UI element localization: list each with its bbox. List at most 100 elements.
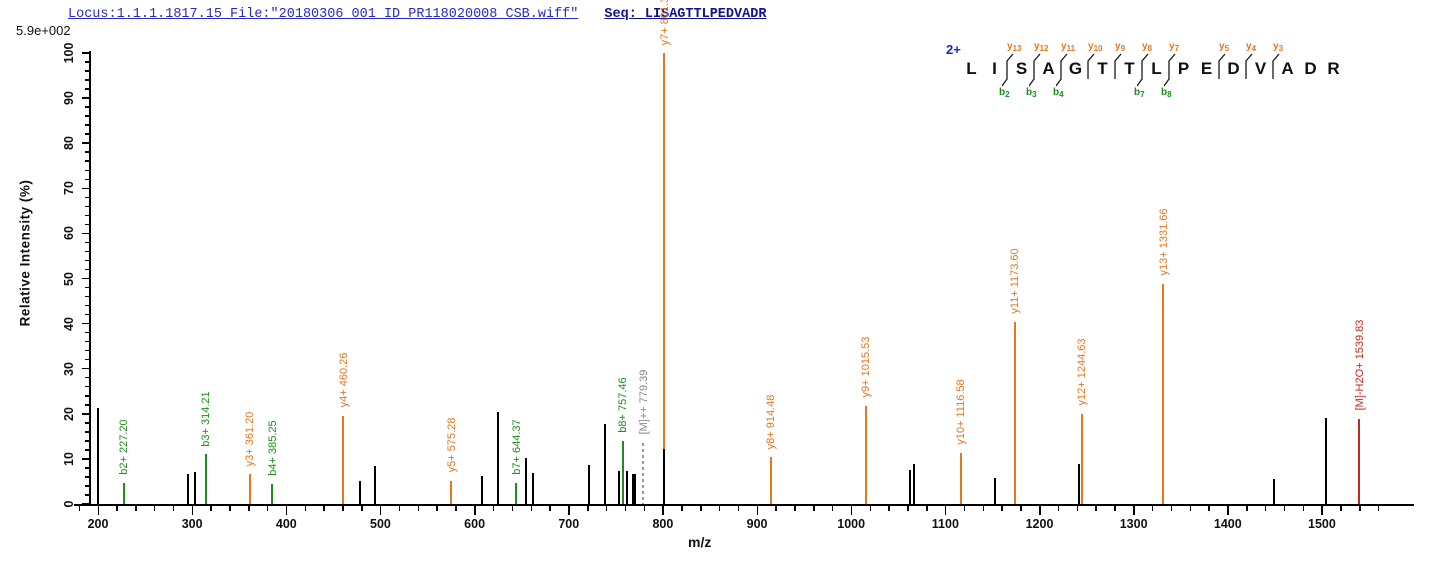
y-minor-tick (85, 124, 90, 126)
y-minor-tick (85, 115, 90, 117)
peak-label: y12+ 1244.63 (1076, 338, 1089, 406)
peak-label: y4+ 460.26 (337, 352, 350, 408)
y-ion-peak (1013, 322, 1016, 504)
y-ion-peak (1080, 413, 1083, 504)
x-axis-title: m/z (688, 534, 712, 550)
cleavage-cell: y11 b4 (1053, 40, 1075, 104)
y-minor-tick (85, 358, 90, 361)
y-major-tick (82, 97, 90, 99)
x-minor-tick (1001, 506, 1003, 511)
y-minor-tick (85, 295, 90, 298)
cleavage-cell: y13 b2 (999, 40, 1021, 104)
unassigned-peak (373, 466, 376, 504)
cleavage-mark (1029, 53, 1041, 87)
seq-letter: T (1097, 59, 1108, 78)
unassigned-peak (97, 407, 99, 504)
y-minor-tick (85, 268, 90, 271)
b-ion-peak (271, 483, 274, 504)
y-minor-tick (85, 151, 90, 153)
cleavage-mark (1164, 53, 1176, 87)
x-tick-label: 700 (558, 517, 580, 531)
x-minor-tick (455, 506, 457, 511)
y-minor-tick (85, 476, 90, 478)
seq-spacer (1318, 40, 1326, 104)
x-minor-tick (888, 506, 890, 511)
y-minor-tick (85, 422, 90, 424)
y-tick-label: 50 (62, 271, 76, 286)
peak-label: b7+ 644.37 (510, 419, 523, 475)
peak-label: b4+ 385.25 (266, 420, 279, 476)
y-minor-tick (85, 485, 90, 487)
unassigned-peak (1078, 463, 1081, 504)
y-tick-label: 80 (62, 136, 76, 151)
x-minor-tick (963, 506, 966, 511)
y-ion-peak (959, 453, 962, 504)
seq-letter: A (1281, 59, 1294, 78)
cleavage-mark (1245, 53, 1253, 79)
y-minor-tick (85, 106, 90, 108)
y-ion-label: y13 (1007, 41, 1022, 53)
y-minor-tick (85, 313, 90, 316)
y-minor-tick (85, 395, 90, 397)
x-minor-tick (492, 506, 495, 511)
y-minor-tick (85, 494, 90, 496)
seq-spacer (1295, 40, 1303, 104)
x-minor-tick (624, 506, 627, 511)
seq-letter: R (1327, 59, 1340, 78)
seq-letter: A (1042, 59, 1055, 78)
header-locus-file: Locus:1.1.1.1817.15 File:"20180306_001_I… (68, 7, 579, 22)
y-ion-peak (864, 405, 867, 504)
seq-letter-cell: E (1199, 40, 1214, 104)
x-major-tick (756, 506, 759, 515)
seq-letter-cell: A (1280, 40, 1295, 104)
y-minor-tick (85, 431, 90, 433)
y-minor-tick (85, 223, 90, 226)
x-major-tick (662, 506, 664, 515)
seq-letter-cell: T (1095, 40, 1110, 104)
y-minor-tick (85, 160, 90, 162)
peak-label: [M]-H2O+ 1539.83 (1353, 319, 1366, 411)
seq-spacer (979, 40, 987, 104)
x-minor-tick (436, 506, 438, 511)
x-minor-tick (982, 506, 984, 511)
y-major-tick (82, 142, 90, 144)
b-ion-label: b4 (1053, 87, 1064, 99)
y-minor-tick (85, 404, 90, 406)
y-major-tick (82, 413, 90, 415)
x-minor-tick (549, 506, 551, 511)
y-minor-tick (85, 304, 90, 307)
b-ion-label: b2 (999, 87, 1010, 99)
y-ion-peak (1162, 283, 1165, 504)
unassigned-peak (626, 471, 629, 504)
y-major-tick (82, 277, 90, 280)
x-major-tick (379, 506, 382, 515)
y-major-tick (82, 458, 90, 460)
seq-letter: D (1304, 59, 1317, 78)
x-minor-tick (116, 506, 118, 511)
x-minor-tick (1246, 506, 1248, 511)
x-major-tick (285, 506, 288, 515)
x-minor-tick (1151, 506, 1154, 511)
x-minor-tick (342, 506, 344, 511)
y-minor-tick (85, 133, 90, 135)
x-tick-label: 300 (181, 517, 203, 531)
y-tick-label: 100 (62, 42, 76, 64)
y-ion-label: y9 (1115, 41, 1126, 53)
cleavage-cell: y3 (1268, 40, 1283, 104)
seq-letter: I (992, 59, 997, 78)
x-axis-line (74, 504, 1414, 506)
x-major-tick (191, 506, 194, 515)
x-minor-tick (681, 506, 683, 511)
y-minor-tick (85, 449, 90, 451)
y-tick-label: 0 (62, 500, 76, 508)
y-tick-label: 20 (62, 406, 76, 421)
cleavage-cell: y8 b7 (1134, 40, 1152, 104)
peak-label: y7+ 801.39 (658, 0, 671, 45)
x-minor-tick (153, 506, 156, 511)
y-ion-peak (248, 474, 251, 504)
y-minor-tick (85, 376, 90, 379)
seq-letter-cell: A (1041, 40, 1056, 104)
x-minor-tick (304, 506, 307, 511)
x-minor-tick (1359, 506, 1361, 511)
unassigned-peak (662, 448, 665, 504)
